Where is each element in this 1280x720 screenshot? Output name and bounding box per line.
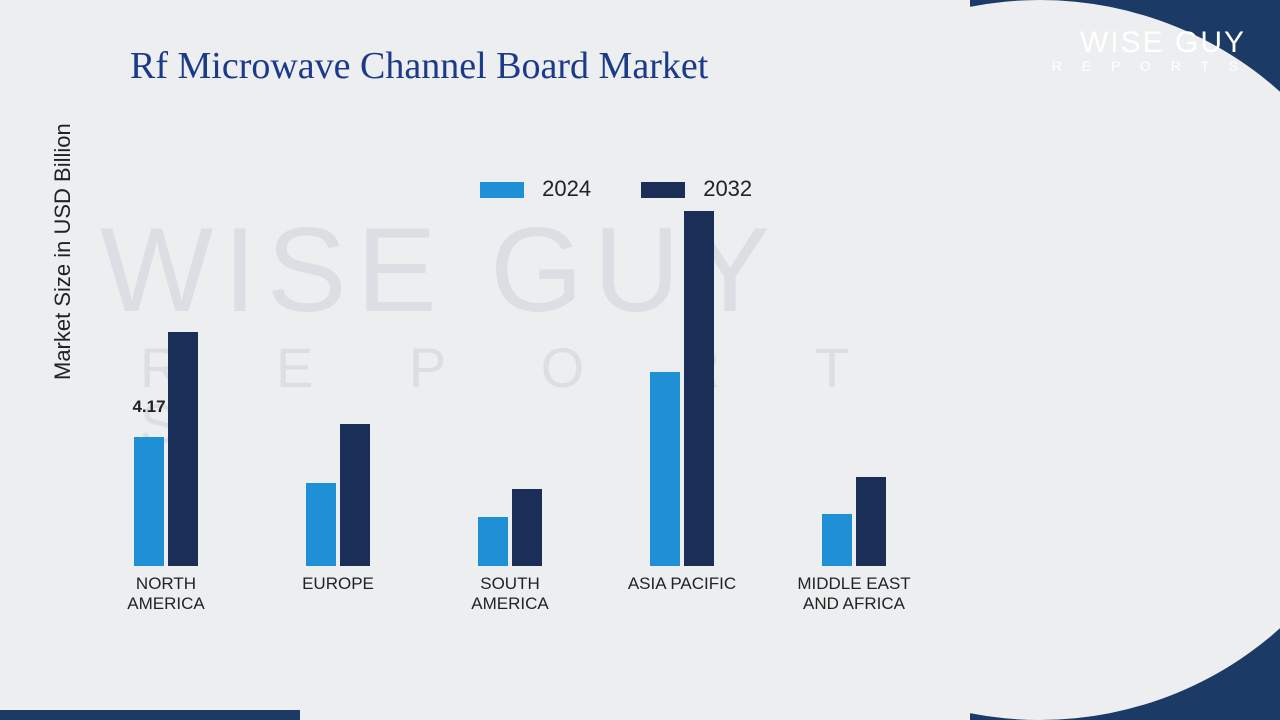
bar-2032 [340, 424, 370, 566]
bar-2024 [478, 517, 508, 566]
bar-2032 [684, 211, 714, 566]
chart-area: 4.17NORTH AMERICAEUROPESOUTH AMERICAASIA… [100, 180, 960, 610]
chart-title: Rf Microwave Channel Board Market [130, 44, 708, 88]
bar-2032 [512, 489, 542, 566]
chart-plot: 4.17NORTH AMERICAEUROPESOUTH AMERICAASIA… [100, 196, 960, 566]
brand-logo-line2: R E P O R T S [1052, 58, 1246, 74]
bar-value-label: 4.17 [132, 397, 165, 417]
bar-2032 [168, 332, 198, 566]
brand-logo-text: WISE GUY R E P O R T S [1052, 26, 1246, 74]
bar-2024 [306, 483, 336, 566]
category-label: NORTH AMERICA [106, 574, 226, 615]
category-label: MIDDLE EAST AND AFRICA [794, 574, 914, 615]
bar-2032 [856, 477, 886, 566]
category-label: SOUTH AMERICA [450, 574, 570, 615]
y-axis-label: Market Size in USD Billion [50, 123, 76, 380]
footer-accent-bar [0, 710, 300, 720]
brand-logo-line1: WISE GUY [1052, 26, 1246, 60]
bar-2024 [650, 372, 680, 566]
bar-2024 [134, 437, 164, 566]
bar-2024 [822, 514, 852, 566]
category-label: ASIA PACIFIC [622, 574, 742, 594]
category-label: EUROPE [278, 574, 398, 594]
